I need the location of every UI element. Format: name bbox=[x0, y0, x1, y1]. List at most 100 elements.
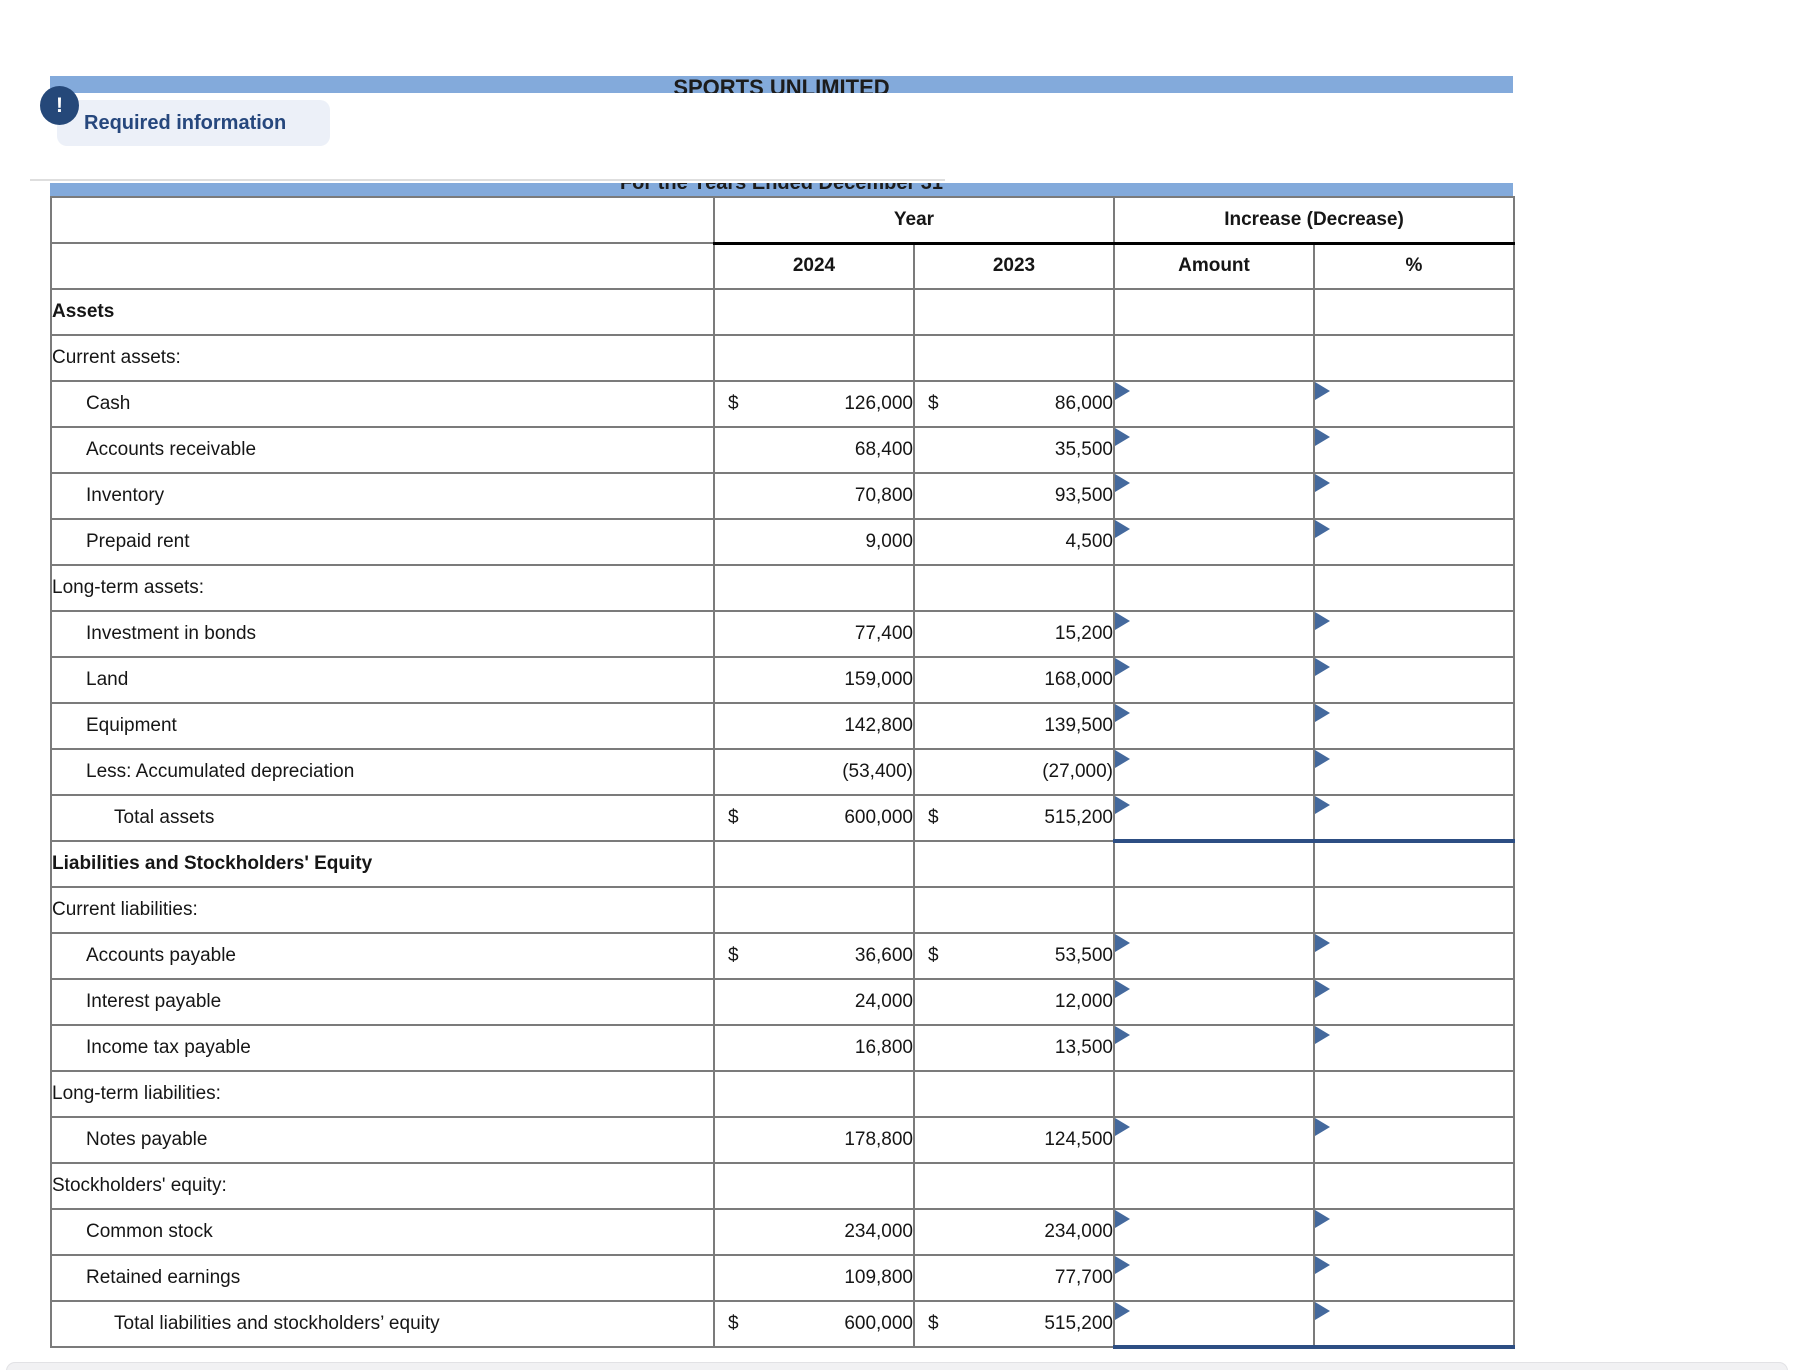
cell-value: 86,000 bbox=[1054, 393, 1113, 414]
value-2024: 68,400 bbox=[713, 426, 915, 474]
row-label: Common stock bbox=[50, 1208, 715, 1256]
currency-symbol: $ bbox=[728, 945, 739, 966]
cell-flag-icon bbox=[1316, 1211, 1330, 1228]
percent-input-cell[interactable] bbox=[1312, 426, 1516, 474]
cell-value: 124,500 bbox=[1044, 1129, 1113, 1150]
table-row: Long-term liabilities: bbox=[50, 1070, 1516, 1118]
value-2024: 142,800 bbox=[713, 702, 915, 750]
col-header-amount: Amount bbox=[1113, 242, 1315, 290]
value-2024: $36,600 bbox=[713, 932, 915, 980]
amount-input-cell[interactable] bbox=[1113, 1116, 1315, 1164]
cell-value: 234,000 bbox=[844, 1221, 913, 1242]
cell-flag-icon bbox=[1116, 705, 1130, 722]
amount-input-cell[interactable] bbox=[1113, 610, 1315, 658]
amount-input-cell[interactable] bbox=[1113, 1024, 1315, 1072]
cell-flag-icon bbox=[1316, 1027, 1330, 1044]
percent-input-cell[interactable] bbox=[1312, 1208, 1516, 1256]
value-2023 bbox=[913, 840, 1115, 888]
cell-flag-icon bbox=[1316, 475, 1330, 492]
percent-input-cell[interactable] bbox=[1312, 610, 1516, 658]
percent-cell-empty bbox=[1312, 1070, 1516, 1118]
percent-cell-empty bbox=[1312, 564, 1516, 612]
cell-flag-icon bbox=[1116, 521, 1130, 538]
cell-value: 109,800 bbox=[844, 1267, 913, 1288]
cell-value: 68,400 bbox=[854, 439, 913, 460]
percent-input-cell[interactable] bbox=[1312, 748, 1516, 796]
amount-input-cell[interactable] bbox=[1113, 1300, 1315, 1349]
value-2023: $515,200 bbox=[913, 794, 1115, 842]
value-2023 bbox=[913, 564, 1115, 612]
row-label: Long-term liabilities: bbox=[50, 1070, 715, 1118]
cell-flag-icon bbox=[1316, 1257, 1330, 1274]
percent-input-cell[interactable] bbox=[1312, 380, 1516, 428]
value-2023: 124,500 bbox=[913, 1116, 1115, 1164]
amount-cell-empty bbox=[1113, 1162, 1315, 1210]
required-information-label: Required information bbox=[84, 111, 287, 134]
percent-input-cell[interactable] bbox=[1312, 932, 1516, 980]
cell-value: 168,000 bbox=[1044, 669, 1113, 690]
percent-input-cell[interactable] bbox=[1312, 978, 1516, 1026]
row-label: Retained earnings bbox=[50, 1254, 715, 1302]
balance-sheet-table: Year Increase (Decrease) 2024 2023 Amoun… bbox=[50, 196, 1516, 1349]
amount-input-cell[interactable] bbox=[1113, 426, 1315, 474]
row-label: Assets bbox=[50, 288, 715, 336]
percent-input-cell[interactable] bbox=[1312, 1024, 1516, 1072]
percent-input-cell[interactable] bbox=[1312, 702, 1516, 750]
row-label: Land bbox=[50, 656, 715, 704]
cell-value: 12,000 bbox=[1054, 991, 1113, 1012]
value-2023: 13,500 bbox=[913, 1024, 1115, 1072]
cell-value: 126,000 bbox=[844, 393, 913, 414]
value-2024: 109,800 bbox=[713, 1254, 915, 1302]
cell-flag-icon bbox=[1116, 1119, 1130, 1136]
amount-input-cell[interactable] bbox=[1113, 380, 1315, 428]
cell-flag-icon bbox=[1316, 751, 1330, 768]
cell-flag-icon bbox=[1316, 613, 1330, 630]
amount-cell-empty bbox=[1113, 334, 1315, 382]
cell-value: 159,000 bbox=[844, 669, 913, 690]
value-2023: 168,000 bbox=[913, 656, 1115, 704]
currency-symbol: $ bbox=[728, 393, 739, 414]
table-row: Retained earnings 109,800 77,700 bbox=[50, 1254, 1516, 1302]
percent-cell-empty bbox=[1312, 1162, 1516, 1210]
cell-flag-icon bbox=[1316, 383, 1330, 400]
percent-input-cell[interactable] bbox=[1312, 656, 1516, 704]
increase-decrease-group-header: Increase (Decrease) bbox=[1112, 196, 1516, 245]
cell-value: 77,700 bbox=[1054, 1267, 1113, 1288]
cell-flag-icon bbox=[1116, 383, 1130, 400]
table-row: Accounts receivable 68,400 35,500 bbox=[50, 426, 1516, 474]
cell-value: 515,200 bbox=[1044, 1313, 1113, 1334]
header-group-row: Year Increase (Decrease) bbox=[50, 196, 1516, 245]
amount-input-cell[interactable] bbox=[1113, 932, 1315, 980]
row-label: Liabilities and Stockholders' Equity bbox=[50, 840, 715, 888]
amount-input-cell[interactable] bbox=[1113, 656, 1315, 704]
percent-input-cell[interactable] bbox=[1312, 472, 1516, 520]
value-2024 bbox=[713, 1162, 915, 1210]
amount-input-cell[interactable] bbox=[1113, 978, 1315, 1026]
table-row: Land 159,000 168,000 bbox=[50, 656, 1516, 704]
amount-input-cell[interactable] bbox=[1113, 518, 1315, 566]
cell-value: 600,000 bbox=[844, 807, 913, 828]
cell-value: 600,000 bbox=[844, 1313, 913, 1334]
cell-value: 13,500 bbox=[1054, 1037, 1113, 1058]
amount-input-cell[interactable] bbox=[1113, 702, 1315, 750]
amount-input-cell[interactable] bbox=[1113, 748, 1315, 796]
percent-input-cell[interactable] bbox=[1312, 1116, 1516, 1164]
percent-input-cell[interactable] bbox=[1312, 1254, 1516, 1302]
currency-symbol: $ bbox=[928, 393, 939, 414]
percent-input-cell[interactable] bbox=[1312, 518, 1516, 566]
alert-exclamation-icon: ! bbox=[40, 86, 79, 125]
company-title-bar: SPORTS UNLIMITED bbox=[50, 76, 1513, 93]
amount-input-cell[interactable] bbox=[1113, 1208, 1315, 1256]
amount-input-cell[interactable] bbox=[1113, 1254, 1315, 1302]
cell-flag-icon bbox=[1316, 521, 1330, 538]
row-label: Stockholders' equity: bbox=[50, 1162, 715, 1210]
amount-input-cell[interactable] bbox=[1113, 472, 1315, 520]
col-header-2024: 2024 bbox=[713, 242, 915, 290]
amount-cell-empty bbox=[1113, 288, 1315, 336]
percent-input-cell[interactable] bbox=[1312, 794, 1516, 843]
value-2024 bbox=[713, 886, 915, 934]
percent-input-cell[interactable] bbox=[1312, 1300, 1516, 1349]
cell-flag-icon bbox=[1316, 1303, 1330, 1320]
amount-input-cell[interactable] bbox=[1113, 794, 1315, 843]
